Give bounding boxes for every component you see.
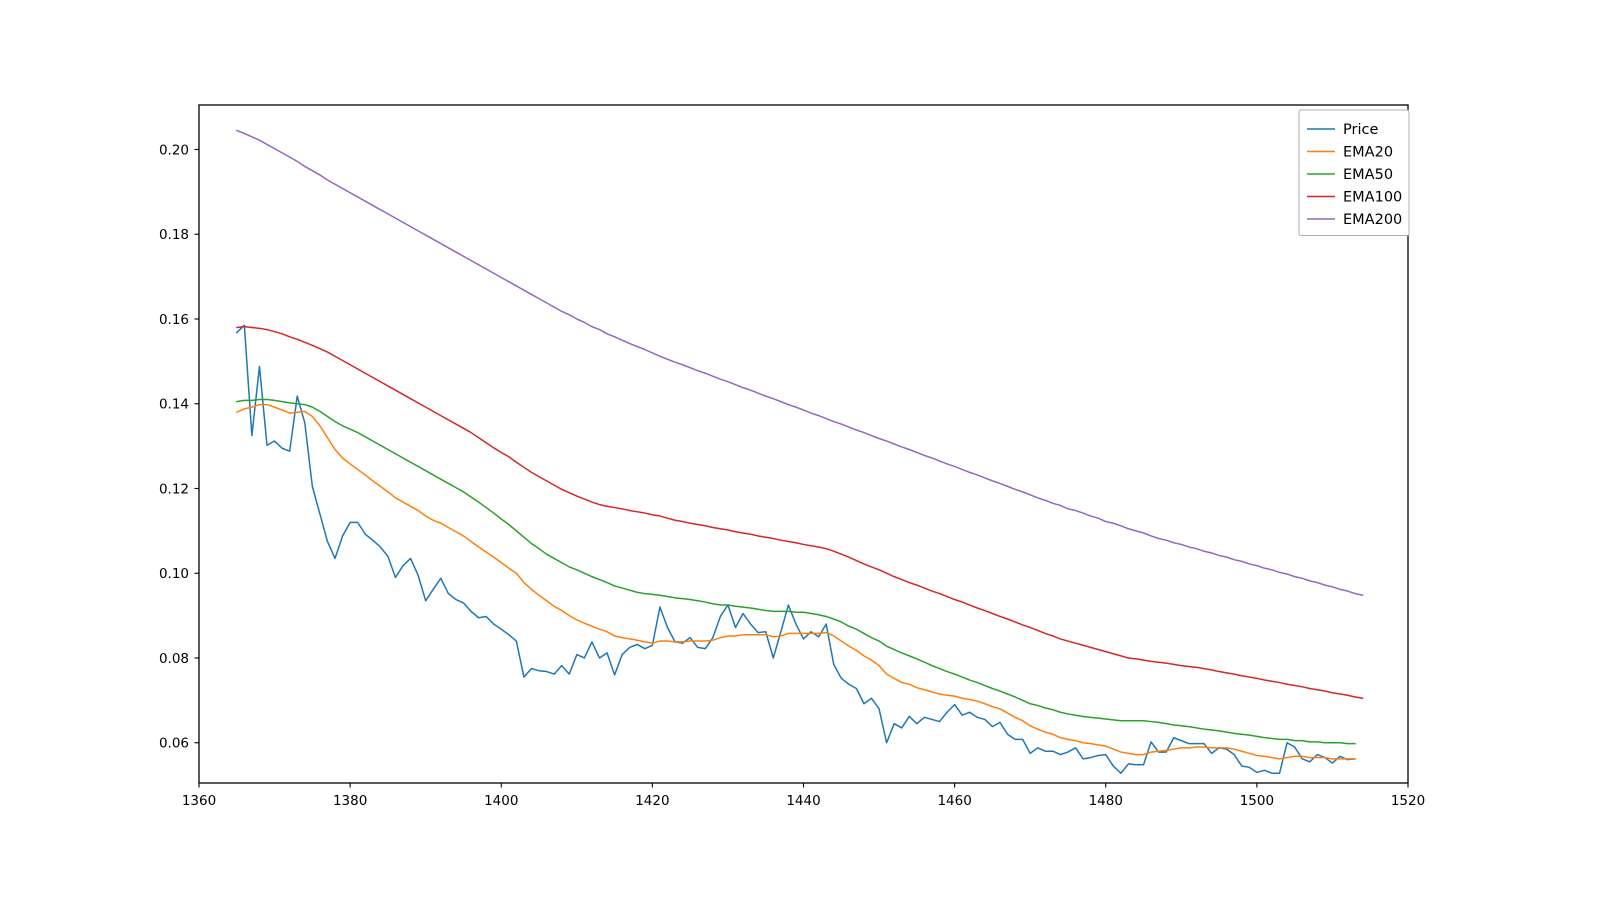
y-tick-label: 0.16 [159, 312, 189, 328]
series-line-ema200 [236, 129, 1364, 597]
data-series-group [236, 129, 1364, 774]
y-tick-label: 0.10 [159, 566, 189, 582]
legend-frame [1298, 109, 1410, 236]
legend-label-ema50: EMA50 [1343, 167, 1393, 183]
axes-background [199, 105, 1408, 783]
x-tick-label: 1420 [635, 793, 669, 809]
y-axis-ticks: 0.06 0.08 0.10 0.12 0.14 0.16 0.18 0.20 [159, 142, 199, 752]
legend-label-ema200: EMA200 [1343, 212, 1402, 228]
series-line-ema50 [236, 398, 1356, 745]
x-tick-label: 1400 [484, 793, 518, 809]
series-line-price [236, 324, 1356, 774]
x-tick-label: 1480 [1089, 793, 1123, 809]
x-tick-label: 1500 [1240, 793, 1274, 809]
x-tick-label: 1380 [333, 793, 367, 809]
legend-label-price: Price [1343, 122, 1378, 138]
y-tick-label: 0.12 [159, 481, 189, 497]
x-axis-ticks: 1360 1380 1400 1420 1440 1460 1480 1500 1520 [182, 783, 1425, 809]
x-tick-label: 1360 [182, 793, 216, 809]
legend[interactable]: Price EMA20 EMA50 EMA100 EMA200 [1298, 109, 1410, 236]
y-tick-label: 0.06 [159, 736, 189, 752]
series-line-ema100 [236, 325, 1364, 699]
y-tick-label: 0.18 [159, 227, 189, 243]
x-tick-label: 1520 [1391, 793, 1425, 809]
legend-label-ema20: EMA20 [1343, 145, 1393, 161]
y-tick-label: 0.14 [159, 397, 189, 413]
y-tick-label: 0.08 [159, 651, 189, 667]
x-tick-label: 1460 [937, 793, 971, 809]
x-tick-label: 1440 [786, 793, 820, 809]
legend-label-ema100: EMA100 [1343, 190, 1402, 206]
series-line-ema20 [236, 403, 1356, 760]
y-tick-label: 0.20 [159, 142, 189, 158]
